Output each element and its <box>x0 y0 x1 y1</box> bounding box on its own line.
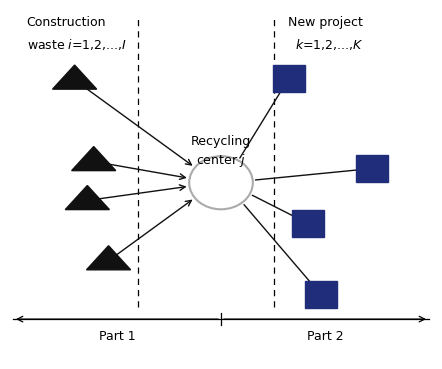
Bar <box>305 281 337 308</box>
Text: waste $i$=1,2,...,$I$: waste $i$=1,2,...,$I$ <box>27 38 127 52</box>
Text: New project: New project <box>287 16 362 29</box>
Polygon shape <box>65 186 110 210</box>
Text: Construction: Construction <box>27 16 106 29</box>
Bar <box>292 210 324 237</box>
Bar <box>273 65 305 92</box>
Text: Part 1: Part 1 <box>99 330 135 343</box>
Text: Recycling
center $j$: Recycling center $j$ <box>191 135 251 169</box>
Polygon shape <box>72 146 116 170</box>
Polygon shape <box>87 246 131 270</box>
Text: Part 2: Part 2 <box>307 330 343 343</box>
Text: $k$=1,2,...,$K$: $k$=1,2,...,$K$ <box>295 38 363 52</box>
Polygon shape <box>53 65 97 89</box>
Bar <box>356 155 388 182</box>
